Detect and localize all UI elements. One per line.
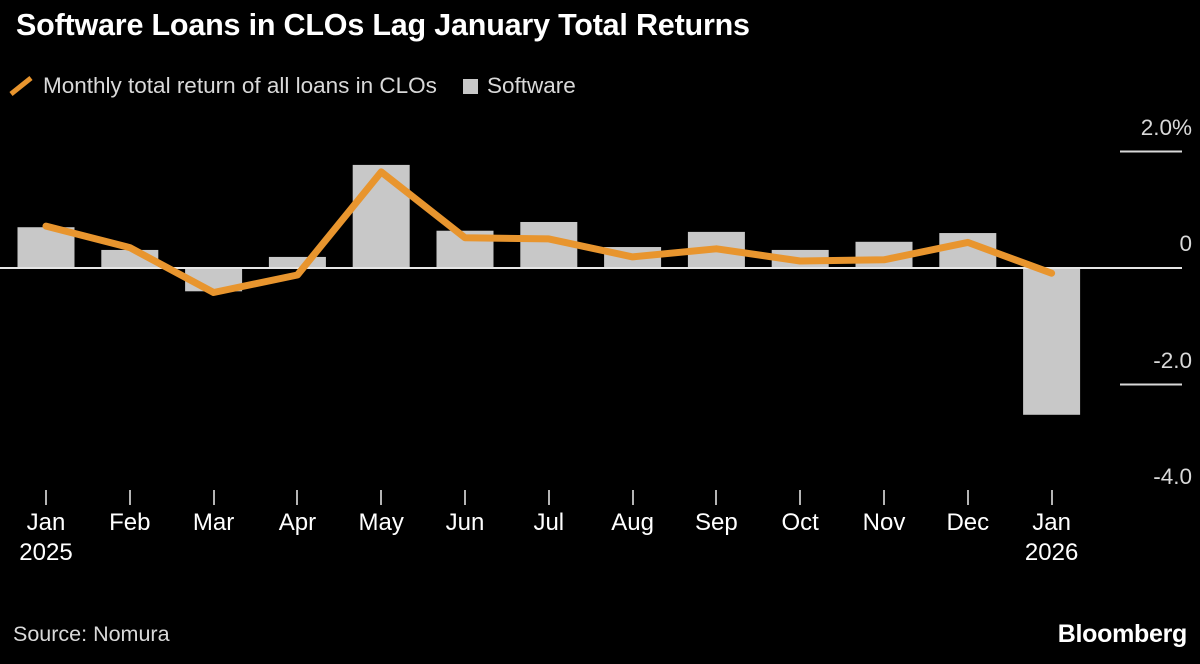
x-tick-mark bbox=[128, 490, 131, 505]
x-tick-label-may: May bbox=[358, 509, 404, 536]
x-tick-mark bbox=[380, 490, 383, 505]
x-tick-mark bbox=[1050, 490, 1053, 505]
bar-swatch-icon bbox=[462, 78, 478, 94]
line-swatch-icon bbox=[9, 76, 33, 96]
bar-apr bbox=[268, 256, 326, 268]
y-tick-label: -4.0 bbox=[1153, 464, 1192, 489]
x-tick-mark bbox=[464, 490, 466, 505]
x-tick-label-dec: Dec bbox=[946, 509, 990, 536]
y-tick-label: -2.0 bbox=[1153, 347, 1192, 373]
legend-item-line[interactable]: Monthly total return of all loans in CLO… bbox=[8, 74, 437, 98]
y-tick-label: 2.0% bbox=[1140, 114, 1192, 140]
x-tick-mark bbox=[883, 490, 885, 505]
x-tick-mark bbox=[296, 490, 299, 505]
legend-item-bar[interactable]: Software bbox=[462, 73, 576, 98]
plot-area bbox=[0, 104, 1200, 494]
x-tick-mark bbox=[715, 490, 718, 505]
x-tick-label-jan-2025: Jan 2025 bbox=[19, 509, 73, 566]
x-tick-label-jan-2026: Jan 2026 bbox=[1024, 509, 1079, 566]
bloomberg-logo: Bloomberg bbox=[1057, 620, 1188, 648]
chart-svg bbox=[0, 150, 1182, 415]
y-tick-label: 0 bbox=[1179, 231, 1192, 256]
legend-label-bar: Software bbox=[486, 73, 576, 98]
source-note: Source: Nomura bbox=[13, 622, 170, 646]
y-axis: 2.0% 0 -2.0 -4.0 bbox=[0, 104, 1200, 504]
x-tick-label-apr: Apr bbox=[278, 509, 317, 536]
x-tick-label-jun: Jun bbox=[445, 509, 485, 536]
x-tick-label-mar: Mar bbox=[192, 509, 235, 536]
x-axis: Jan 2025 Feb Mar Apr May Jun Jul Aug Sep Oct Nov Dec… bbox=[0, 490, 1200, 600]
return-line bbox=[42, 168, 1056, 296]
x-tick-label-oct: Oct bbox=[781, 509, 819, 536]
chart-legend: Monthly total return of all loans in CLO… bbox=[8, 70, 602, 102]
x-tick-label-feb: Feb bbox=[109, 509, 151, 536]
x-tick-mark bbox=[547, 490, 550, 505]
x-tick-label-jul: Jul bbox=[533, 509, 565, 536]
x-tick-label-aug: Aug bbox=[611, 509, 654, 536]
chart-title: Software Loans in CLOs Lag January Total… bbox=[16, 8, 750, 42]
x-tick-mark bbox=[212, 490, 215, 505]
x-tick-mark bbox=[45, 490, 47, 505]
x-tick-mark bbox=[799, 490, 802, 505]
legend-label-line: Monthly total return of all loans in CLO… bbox=[43, 73, 437, 98]
x-tick-label-sep: Sep bbox=[695, 509, 738, 536]
bar-jan-2026 bbox=[1023, 268, 1081, 415]
bar-may bbox=[352, 164, 410, 268]
x-tick-mark bbox=[966, 490, 969, 505]
x-tick-mark bbox=[631, 490, 634, 505]
x-tick-label-nov: Nov bbox=[862, 509, 906, 536]
